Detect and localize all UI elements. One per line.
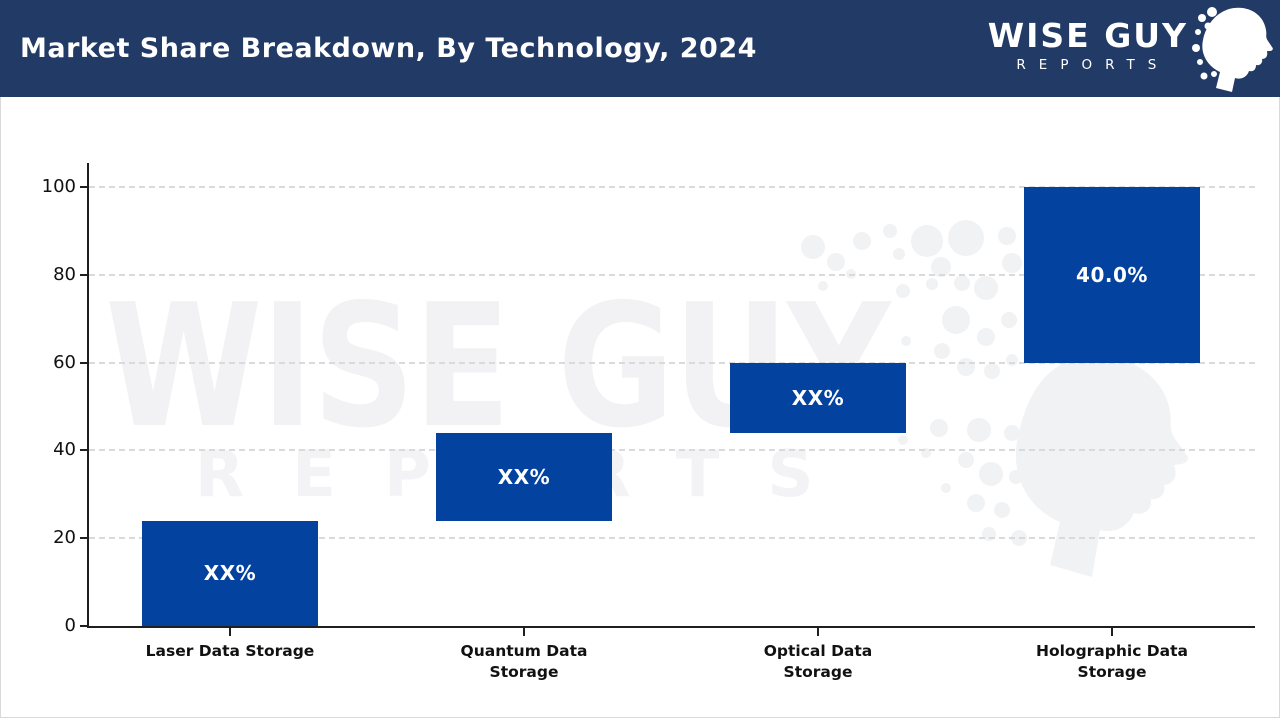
frame-border-bottom — [0, 717, 1280, 718]
x-tick-mark — [523, 628, 525, 636]
watermark-dot — [896, 284, 910, 298]
watermark-dot — [967, 418, 991, 442]
x-tick-mark — [229, 628, 231, 636]
logo-wordmark: WISE GUY — [987, 16, 1188, 55]
y-tick-mark — [80, 537, 88, 540]
y-tick-mark — [80, 186, 88, 188]
watermark-dot — [994, 502, 1010, 518]
gridline-y20 — [89, 537, 1255, 540]
gridline-y60 — [89, 361, 1255, 364]
x-category-line: Storage — [1077, 663, 1147, 681]
x-category-line: Laser Data Storage — [145, 642, 315, 660]
y-tick-mark — [80, 361, 88, 364]
watermark-dot — [974, 276, 998, 300]
gridline-y80 — [89, 273, 1255, 276]
watermark-dot — [977, 328, 995, 346]
wise-guy-logo: WISE GUY REPORTS — [988, 18, 1188, 76]
x-category-line: Optical Data — [763, 642, 873, 660]
gridline-y40 — [89, 449, 1255, 452]
y-tick-label: 80 — [53, 263, 76, 285]
bar-holographic-data-storage: 40.0% — [1024, 187, 1200, 363]
x-category-line: Storage — [783, 663, 853, 681]
watermark-dot — [948, 220, 984, 256]
watermark-dot — [818, 281, 828, 291]
x-category-label: Quantum Data Storage — [404, 641, 644, 683]
watermark-dot — [941, 483, 951, 493]
x-category-label: Optical Data Storage — [698, 641, 938, 683]
watermark-dot — [921, 448, 931, 458]
header-banner: Market Share Breakdown, By Technology, 2… — [0, 0, 1280, 97]
watermark-dot — [853, 232, 871, 250]
watermark-dot — [979, 462, 1003, 486]
logo-reports-text: REPORTS — [1016, 57, 1170, 73]
bar-value-label: 40.0% — [1076, 262, 1148, 287]
chart-title: Market Share Breakdown, By Technology, 2… — [20, 33, 757, 64]
x-category-line: Storage — [489, 663, 559, 681]
x-category-label: Laser Data Storage — [110, 641, 350, 662]
watermark-dot — [1002, 253, 1022, 273]
x-category-label: Holographic Data Storage — [992, 641, 1232, 683]
y-tick-label: 40 — [53, 439, 76, 461]
watermark-dot — [934, 343, 950, 359]
watermark-dot — [931, 257, 951, 277]
watermark-dot — [958, 452, 974, 468]
y-tick-label: 20 — [53, 527, 76, 549]
watermark-dot — [801, 235, 825, 259]
watermark-dot — [954, 275, 970, 291]
watermark-dot — [893, 248, 905, 260]
watermark-dot — [942, 306, 970, 334]
watermark-dot — [1032, 419, 1048, 435]
watermark-dot — [930, 419, 948, 437]
y-tick-label: 60 — [53, 351, 76, 373]
watermark-dot — [998, 227, 1016, 245]
watermark-dot — [898, 435, 908, 445]
x-tick-mark — [817, 628, 819, 636]
watermark-dot — [827, 253, 845, 271]
y-tick-mark — [80, 449, 88, 452]
watermark-dot — [901, 336, 911, 346]
watermark-dot — [1001, 312, 1017, 328]
x-tick-mark — [1111, 628, 1113, 636]
logo-face-icon — [1192, 7, 1273, 93]
watermark-face-icon — [1015, 356, 1188, 577]
y-tick-label: 0 — [64, 615, 76, 636]
watermark-dot — [883, 224, 897, 238]
watermark-dot — [926, 278, 938, 290]
bar-value-label: XX% — [497, 464, 551, 489]
bar-value-label: XX% — [791, 385, 845, 410]
watermark-dot — [984, 363, 1000, 379]
y-tick-mark — [80, 625, 88, 627]
bar-optical-data-storage: XX% — [730, 362, 906, 433]
watermark-dot — [1009, 470, 1023, 484]
watermark-dot — [1004, 425, 1020, 441]
x-category-line: Quantum Data — [460, 642, 588, 660]
y-tick-mark — [80, 273, 88, 276]
bar-quantum-data-storage: XX% — [436, 432, 612, 521]
bar-laser-data-storage: XX% — [142, 520, 318, 626]
x-category-line: Holographic Data — [1035, 642, 1188, 660]
watermark-dot — [967, 494, 985, 512]
y-axis-line — [87, 163, 89, 628]
bar-value-label: XX% — [203, 561, 257, 586]
frame-border-left — [0, 97, 1, 718]
watermark-dot — [911, 225, 943, 257]
y-tick-label: 100 — [41, 176, 76, 197]
gridline-y100 — [89, 186, 1255, 188]
x-axis-line — [87, 626, 1255, 628]
